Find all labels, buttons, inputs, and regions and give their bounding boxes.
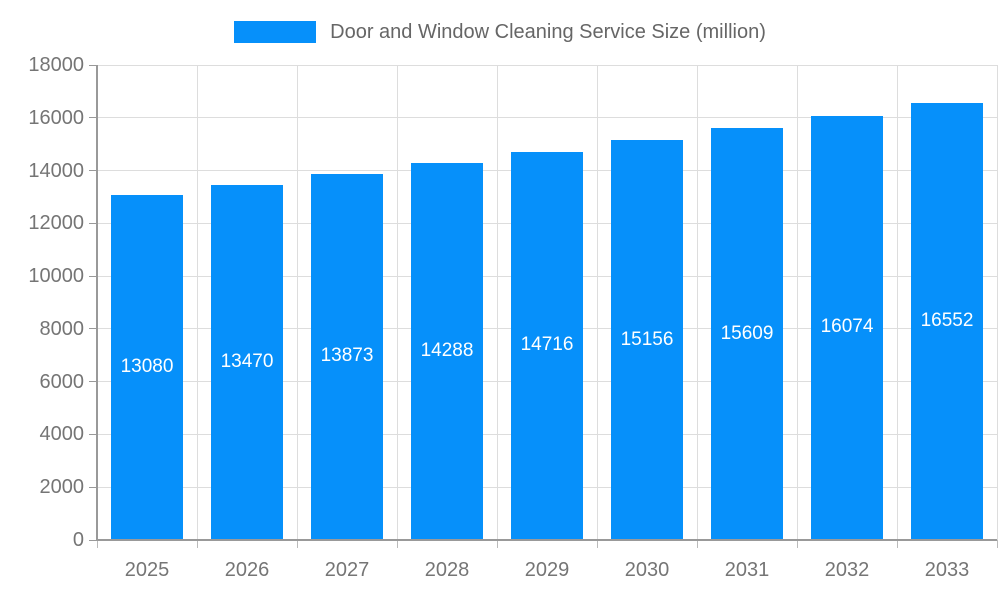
y-axis-label: 2000 [39, 476, 85, 499]
x-gridline [796, 65, 798, 540]
x-gridline [396, 65, 398, 540]
bar-value-label: 14716 [520, 334, 574, 356]
y-axis-tick [89, 117, 97, 119]
x-gridline [696, 65, 698, 540]
bar-value-label: 13080 [120, 355, 174, 377]
y-axis-label: 12000 [28, 212, 84, 235]
x-axis-label: 2029 [524, 559, 570, 581]
x-axis-tick [696, 540, 698, 548]
bar-value-label: 14288 [420, 339, 474, 361]
x-axis-tick [496, 540, 498, 548]
legend-label: Door and Window Cleaning Service Size (m… [330, 20, 766, 43]
y-axis-label: 16000 [28, 106, 84, 129]
y-axis-label: 18000 [28, 54, 84, 76]
bar-value-label: 13470 [220, 350, 274, 372]
y-gridline [97, 64, 997, 66]
y-axis-tick [89, 170, 97, 172]
bar-2029: 14716 [511, 151, 583, 539]
x-axis-label: 2026 [224, 559, 270, 581]
y-axis-tick [89, 222, 97, 224]
x-axis-label: 2030 [624, 559, 670, 581]
bar-2027: 13873 [311, 173, 383, 539]
y-gridline [97, 117, 997, 119]
bar-value-label: 15609 [720, 322, 774, 344]
x-axis-tick [96, 540, 98, 548]
bar-value-label: 16552 [920, 310, 974, 332]
legend-swatch-icon [234, 21, 317, 43]
x-gridline [596, 65, 598, 540]
x-axis-label: 2031 [724, 559, 770, 581]
y-axis-label: 6000 [39, 370, 85, 393]
x-axis-label: 2025 [124, 559, 170, 581]
y-axis-tick [89, 275, 97, 277]
bar-2033: 16552 [911, 103, 983, 539]
bar-2026: 13470 [211, 184, 283, 539]
x-axis-tick [396, 540, 398, 548]
x-axis-tick [596, 540, 598, 548]
x-axis-tick [896, 540, 898, 548]
legend[interactable]: Door and Window Cleaning Service Size (m… [0, 14, 1000, 50]
y-axis [96, 65, 98, 540]
bar-2032: 16074 [811, 115, 883, 539]
x-axis [96, 539, 997, 541]
x-axis-label: 2028 [424, 559, 470, 581]
x-axis-tick [996, 540, 998, 548]
x-axis-label: 2033 [924, 559, 970, 581]
bar-2028: 14288 [411, 162, 483, 539]
y-axis-tick [89, 64, 97, 66]
y-axis-tick [89, 381, 97, 383]
bar-2030: 15156 [611, 140, 683, 539]
x-gridline [496, 65, 498, 540]
x-gridline [896, 65, 898, 540]
bar-value-label: 16074 [820, 316, 874, 338]
x-gridline [196, 65, 198, 540]
bar-2031: 15609 [711, 128, 783, 539]
bar-value-label: 15156 [620, 328, 674, 350]
x-axis-label: 2027 [324, 559, 370, 581]
x-axis-tick [296, 540, 298, 548]
x-axis-tick [796, 540, 798, 548]
y-axis-label: 4000 [39, 423, 85, 446]
y-axis-tick [89, 539, 97, 541]
y-axis-label: 10000 [28, 265, 84, 288]
y-axis-tick [89, 328, 97, 330]
y-axis-tick [89, 433, 97, 435]
y-axis-label: 14000 [28, 159, 84, 182]
bar-value-label: 13873 [320, 345, 374, 367]
y-axis-label: 8000 [39, 317, 85, 340]
x-gridline [296, 65, 298, 540]
x-axis-tick [196, 540, 198, 548]
y-axis-tick [89, 486, 97, 488]
bar-2025: 13080 [111, 194, 183, 539]
x-gridline [996, 65, 998, 540]
y-axis-label: 0 [72, 529, 84, 551]
x-axis-label: 2032 [824, 559, 870, 581]
